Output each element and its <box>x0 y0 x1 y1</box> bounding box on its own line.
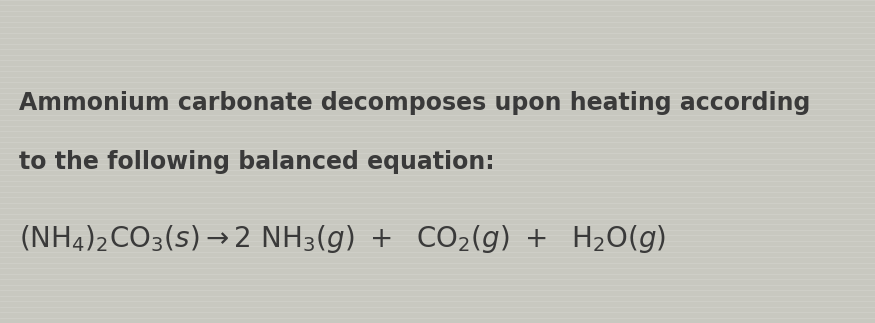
Text: Ammonium carbonate decomposes upon heating according: Ammonium carbonate decomposes upon heati… <box>19 91 810 115</box>
Text: $(\mathrm{NH_4})_2\mathrm{CO_3}(s) \rightarrow 2\ \mathrm{NH_3}(g)\ +\ \ \mathrm: $(\mathrm{NH_4})_2\mathrm{CO_3}(s) \righ… <box>19 223 667 255</box>
Text: to the following balanced equation:: to the following balanced equation: <box>19 150 495 173</box>
